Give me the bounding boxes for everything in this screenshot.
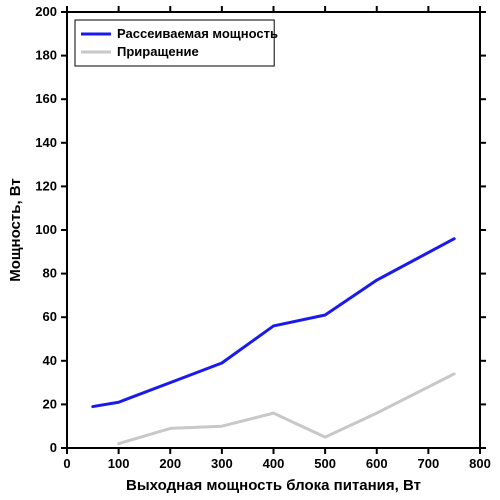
x-tick-label: 500 xyxy=(314,456,336,471)
x-tick-label: 300 xyxy=(211,456,233,471)
y-tick-label: 180 xyxy=(35,48,57,63)
x-tick-label: 400 xyxy=(263,456,285,471)
x-tick-label: 700 xyxy=(418,456,440,471)
legend-label-0: Рассеиваемая мощность xyxy=(117,26,278,41)
y-tick-label: 120 xyxy=(35,178,57,193)
y-tick-label: 100 xyxy=(35,222,57,237)
x-tick-label: 100 xyxy=(108,456,130,471)
x-tick-label: 200 xyxy=(159,456,181,471)
x-tick-label: 0 xyxy=(63,456,70,471)
chart-svg: 0 100 200 300 400 500 600 700 800 0 20 40 60 80 100 120… xyxy=(0,0,500,500)
y-tick-label: 40 xyxy=(43,353,57,368)
x-tick-label: 600 xyxy=(366,456,388,471)
y-tick-label: 200 xyxy=(35,4,57,19)
y-tick-label: 20 xyxy=(43,396,57,411)
y-tick-label: 0 xyxy=(50,440,57,455)
y-tick-label: 80 xyxy=(43,266,57,281)
x-axis-label: Выходная мощность блока питания, Вт xyxy=(126,477,421,494)
y-tick-label: 140 xyxy=(35,135,57,150)
y-tick-label: 160 xyxy=(35,91,57,106)
power-chart: 0 100 200 300 400 500 600 700 800 0 20 40 60 80 100 120… xyxy=(0,0,500,500)
y-axis-label: Мощность, Вт xyxy=(7,178,24,282)
x-tick-label: 800 xyxy=(469,456,491,471)
legend-label-1: Приращение xyxy=(117,44,199,59)
y-tick-label: 60 xyxy=(43,309,57,324)
